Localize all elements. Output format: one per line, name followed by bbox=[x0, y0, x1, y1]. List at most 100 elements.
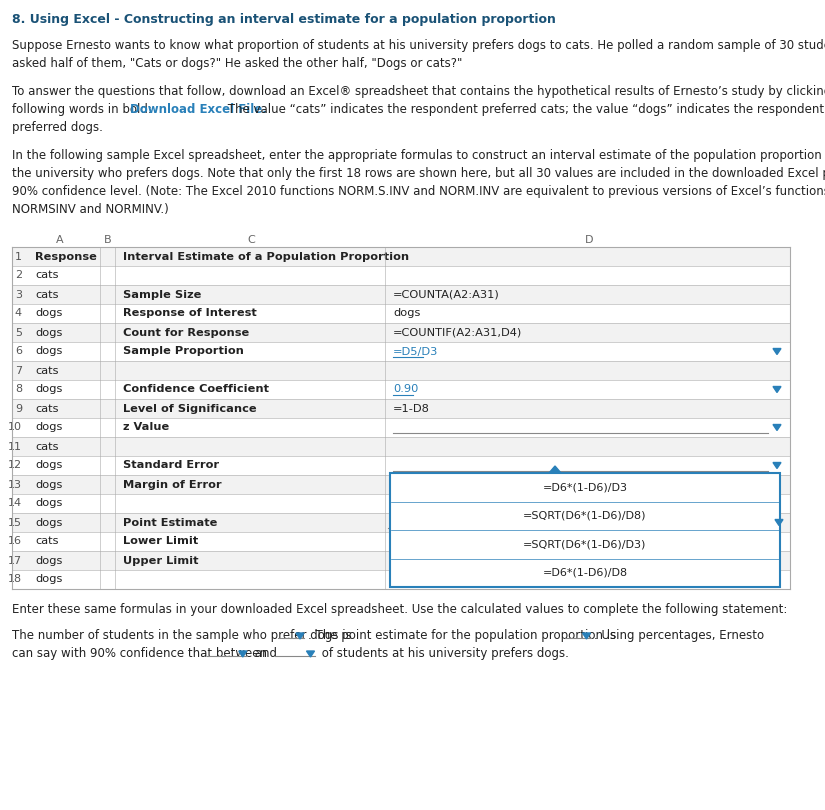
Text: 10: 10 bbox=[8, 423, 22, 433]
Text: 17: 17 bbox=[8, 556, 22, 565]
Text: Enter these same formulas in your downloaded Excel spreadsheet. Use the calculat: Enter these same formulas in your downlo… bbox=[12, 603, 787, 616]
Text: =D6*(1-D6)/D3: =D6*(1-D6)/D3 bbox=[543, 482, 628, 492]
Text: 5: 5 bbox=[15, 327, 22, 338]
Text: 1: 1 bbox=[15, 251, 22, 262]
Text: =SQRT(D6*(1-D6)/D8): =SQRT(D6*(1-D6)/D8) bbox=[523, 511, 647, 521]
Text: In the following sample Excel spreadsheet, enter the appropriate formulas to con: In the following sample Excel spreadshee… bbox=[12, 149, 825, 162]
Polygon shape bbox=[307, 651, 314, 657]
Text: Interval Estimate of a Population Proportion: Interval Estimate of a Population Propor… bbox=[123, 251, 409, 262]
Text: 4: 4 bbox=[15, 309, 22, 318]
Bar bbox=[12, 285, 790, 304]
Text: dogs: dogs bbox=[35, 556, 63, 565]
Text: asked half of them, "Cats or dogs?" He asked the other half, "Dogs or cats?": asked half of them, "Cats or dogs?" He a… bbox=[12, 57, 462, 70]
Text: =D5/D3: =D5/D3 bbox=[393, 347, 438, 356]
Text: 6: 6 bbox=[15, 347, 22, 356]
Bar bbox=[12, 570, 790, 589]
Text: . The point estimate for the population proportion is: . The point estimate for the population … bbox=[308, 629, 620, 642]
Text: dogs: dogs bbox=[35, 461, 63, 471]
Text: 18: 18 bbox=[8, 574, 22, 585]
Text: dogs: dogs bbox=[35, 498, 63, 509]
Text: dogs: dogs bbox=[35, 574, 63, 585]
Text: dogs: dogs bbox=[35, 480, 63, 489]
Polygon shape bbox=[238, 651, 247, 657]
Text: 2: 2 bbox=[15, 271, 22, 280]
Text: cats: cats bbox=[35, 289, 59, 300]
Text: dogs: dogs bbox=[393, 309, 421, 318]
Bar bbox=[12, 361, 790, 380]
Bar bbox=[12, 323, 790, 342]
Polygon shape bbox=[773, 386, 781, 393]
Text: 13: 13 bbox=[8, 480, 22, 489]
Polygon shape bbox=[296, 633, 304, 639]
Text: To answer the questions that follow, download an Excel® spreadsheet that contain: To answer the questions that follow, dow… bbox=[12, 85, 825, 98]
Text: The number of students in the sample who prefer dogs is: The number of students in the sample who… bbox=[12, 629, 356, 642]
Text: 8. Using Excel - Constructing an interval estimate for a population proportion: 8. Using Excel - Constructing an interva… bbox=[12, 13, 556, 26]
Text: Upper Limit: Upper Limit bbox=[123, 556, 199, 565]
Bar bbox=[12, 513, 790, 532]
Bar bbox=[12, 456, 790, 475]
Text: cats: cats bbox=[35, 403, 59, 413]
Text: Level of Significance: Level of Significance bbox=[123, 403, 257, 413]
Bar bbox=[12, 532, 790, 551]
Bar bbox=[12, 304, 790, 323]
Text: 11: 11 bbox=[8, 441, 22, 451]
Polygon shape bbox=[582, 633, 591, 639]
Text: 0.90: 0.90 bbox=[393, 385, 418, 394]
Text: C: C bbox=[248, 235, 256, 245]
Text: D: D bbox=[585, 235, 593, 245]
Polygon shape bbox=[773, 463, 781, 468]
Text: 3: 3 bbox=[15, 289, 22, 300]
Text: Suppose Ernesto wants to know what proportion of students at his university pref: Suppose Ernesto wants to know what propo… bbox=[12, 39, 825, 52]
Text: 9: 9 bbox=[15, 403, 22, 413]
Text: The value “cats” indicates the respondent preferred cats; the value “dogs” indic: The value “cats” indicates the responden… bbox=[224, 103, 824, 116]
Text: and: and bbox=[251, 647, 280, 660]
Text: Response of Interest: Response of Interest bbox=[123, 309, 257, 318]
Text: cats: cats bbox=[35, 536, 59, 547]
Text: Point Estimate: Point Estimate bbox=[123, 518, 217, 527]
Text: dogs: dogs bbox=[35, 327, 63, 338]
Text: =D6*(1-D6)/D8: =D6*(1-D6)/D8 bbox=[543, 568, 628, 578]
Text: can say with 90% confidence that between: can say with 90% confidence that between bbox=[12, 647, 271, 660]
Bar bbox=[390, 473, 780, 587]
Bar bbox=[12, 437, 790, 456]
Bar bbox=[12, 266, 790, 285]
Bar bbox=[12, 247, 790, 266]
Text: . Using percentages, Ernesto: . Using percentages, Ernesto bbox=[595, 629, 765, 642]
Text: cats: cats bbox=[35, 441, 59, 451]
Text: of students at his university prefers dogs.: of students at his university prefers do… bbox=[318, 647, 569, 660]
Text: Standard Error: Standard Error bbox=[123, 461, 219, 471]
Text: =COUNTIF(A2:A31,D4): =COUNTIF(A2:A31,D4) bbox=[393, 327, 522, 338]
Text: 7: 7 bbox=[15, 365, 22, 376]
Text: =COUNTA(A2:A31): =COUNTA(A2:A31) bbox=[393, 289, 500, 300]
Text: 15: 15 bbox=[8, 518, 22, 527]
Text: A: A bbox=[56, 235, 64, 245]
Text: Confidence Coefficient: Confidence Coefficient bbox=[123, 385, 269, 394]
Text: dogs: dogs bbox=[35, 423, 63, 433]
Polygon shape bbox=[773, 348, 781, 355]
Text: 12: 12 bbox=[8, 461, 22, 471]
Text: the university who prefers dogs. Note that only the first 18 rows are shown here: the university who prefers dogs. Note th… bbox=[12, 167, 825, 180]
Text: cats: cats bbox=[35, 271, 59, 280]
Text: Download Excel File.: Download Excel File. bbox=[130, 103, 266, 116]
Polygon shape bbox=[773, 424, 781, 430]
Bar bbox=[12, 551, 790, 570]
Text: 8: 8 bbox=[15, 385, 22, 394]
Text: NORMSINV and NORMINV.): NORMSINV and NORMINV.) bbox=[12, 203, 169, 216]
Bar bbox=[12, 399, 790, 418]
Text: =SQRT(D6*(1-D6)/D3): =SQRT(D6*(1-D6)/D3) bbox=[523, 539, 647, 549]
Text: 14: 14 bbox=[8, 498, 22, 509]
Text: 90% confidence level. (Note: The Excel 2010 functions NORM.S.INV and NORM.INV ar: 90% confidence level. (Note: The Excel 2… bbox=[12, 185, 825, 198]
Text: 16: 16 bbox=[8, 536, 22, 547]
Text: Sample Size: Sample Size bbox=[123, 289, 201, 300]
Text: Response: Response bbox=[35, 251, 97, 262]
Text: B: B bbox=[104, 235, 112, 245]
Text: following words in bold:: following words in bold: bbox=[12, 103, 156, 116]
Text: z Value: z Value bbox=[123, 423, 169, 433]
Text: cats: cats bbox=[35, 365, 59, 376]
Bar bbox=[12, 494, 790, 513]
Polygon shape bbox=[775, 519, 783, 526]
Text: Margin of Error: Margin of Error bbox=[123, 480, 222, 489]
Bar bbox=[12, 342, 790, 361]
Text: dogs: dogs bbox=[35, 309, 63, 318]
Text: Count for Response: Count for Response bbox=[123, 327, 249, 338]
